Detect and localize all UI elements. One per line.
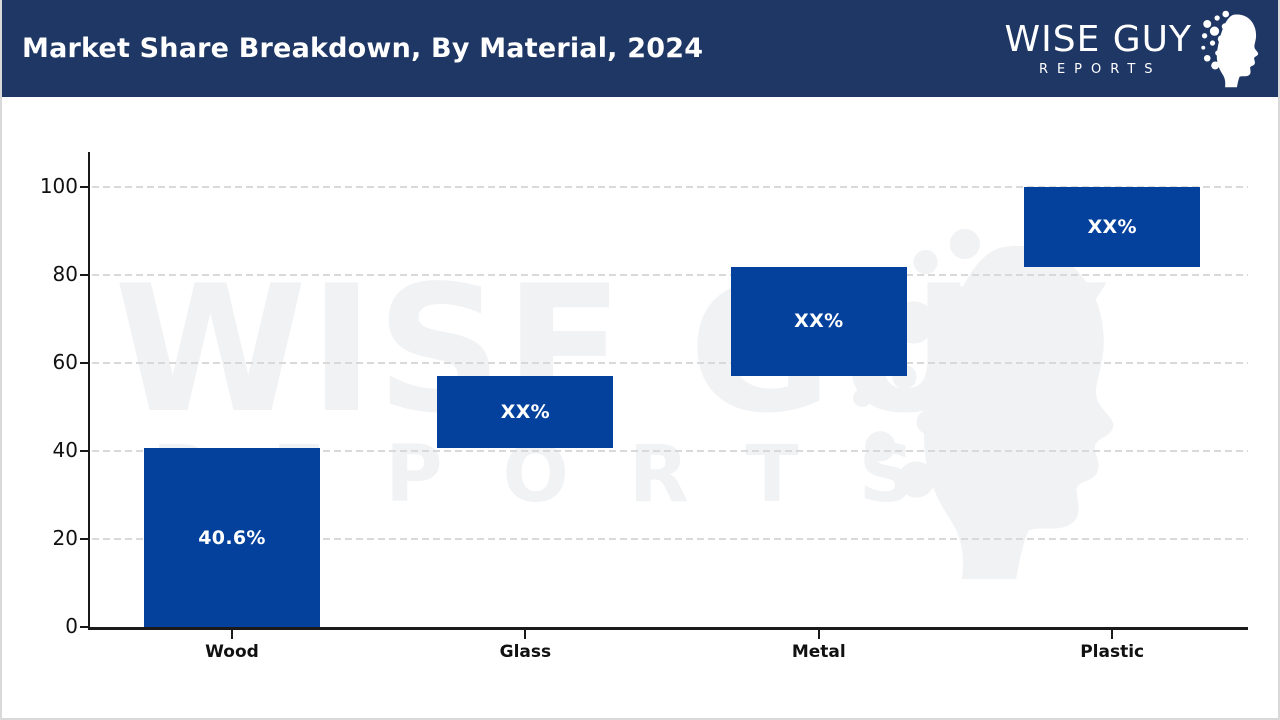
x-tick-mark (1111, 630, 1114, 639)
x-tick-mark (231, 630, 233, 639)
y-tick-mark (80, 274, 90, 276)
logo-subtext: REPORTS (1038, 61, 1162, 77)
y-tick-mark (80, 186, 90, 188)
y-axis (88, 152, 90, 630)
bar-metal: XX% (730, 266, 907, 377)
y-tick-label: 40 (52, 438, 78, 462)
logo-wordmark: WISE GUY (1004, 18, 1192, 60)
header: Market Share Breakdown, By Material, 202… (2, 0, 1278, 97)
gridline-y40 (92, 450, 1248, 452)
dotted-head-logo-icon (1201, 10, 1259, 87)
gridline-y80 (92, 274, 1248, 276)
y-tick-label: 0 (65, 614, 78, 638)
y-tick-label: 100 (39, 174, 78, 198)
x-label-glass: Glass (499, 642, 552, 662)
y-tick-label: 60 (52, 350, 78, 374)
y-tick-mark (80, 538, 90, 540)
bar-value-label: 40.6% (198, 526, 266, 549)
gridline-y100 (92, 186, 1248, 188)
x-tick-mark (817, 630, 820, 639)
bar-glass: XX% (437, 376, 614, 449)
y-tick-label: 20 (52, 526, 78, 550)
bar-plastic: XX% (1024, 187, 1201, 267)
y-tick-label: 80 (52, 262, 78, 286)
y-tick-mark (80, 626, 90, 628)
x-label-metal: Metal (791, 642, 846, 662)
gridline-y20 (92, 538, 1248, 540)
x-axis (88, 627, 1248, 630)
gridline-y60 (92, 362, 1248, 364)
x-label-wood: Wood (205, 642, 259, 662)
x-tick-mark (524, 630, 527, 639)
wise-guy-reports-logo: WISE GUY REPORTS (1005, 8, 1265, 90)
bar-wood: 40.6% (144, 448, 320, 627)
plot-area: 0 20 40 60 80 100 40.6% Wood XX% Glass XX% Metal XX%… (2, 97, 1278, 718)
y-tick-mark (80, 450, 90, 452)
logo-text: WISE GUY REPORTS (1004, 18, 1193, 77)
bar-value-label: XX% (500, 401, 551, 424)
y-tick-mark (80, 362, 90, 364)
bar-value-label: XX% (794, 310, 844, 333)
chart-title: Market Share Breakdown, By Material, 202… (22, 33, 704, 64)
bar-value-label: XX% (1087, 215, 1137, 238)
x-label-plastic: Plastic (1080, 642, 1145, 662)
